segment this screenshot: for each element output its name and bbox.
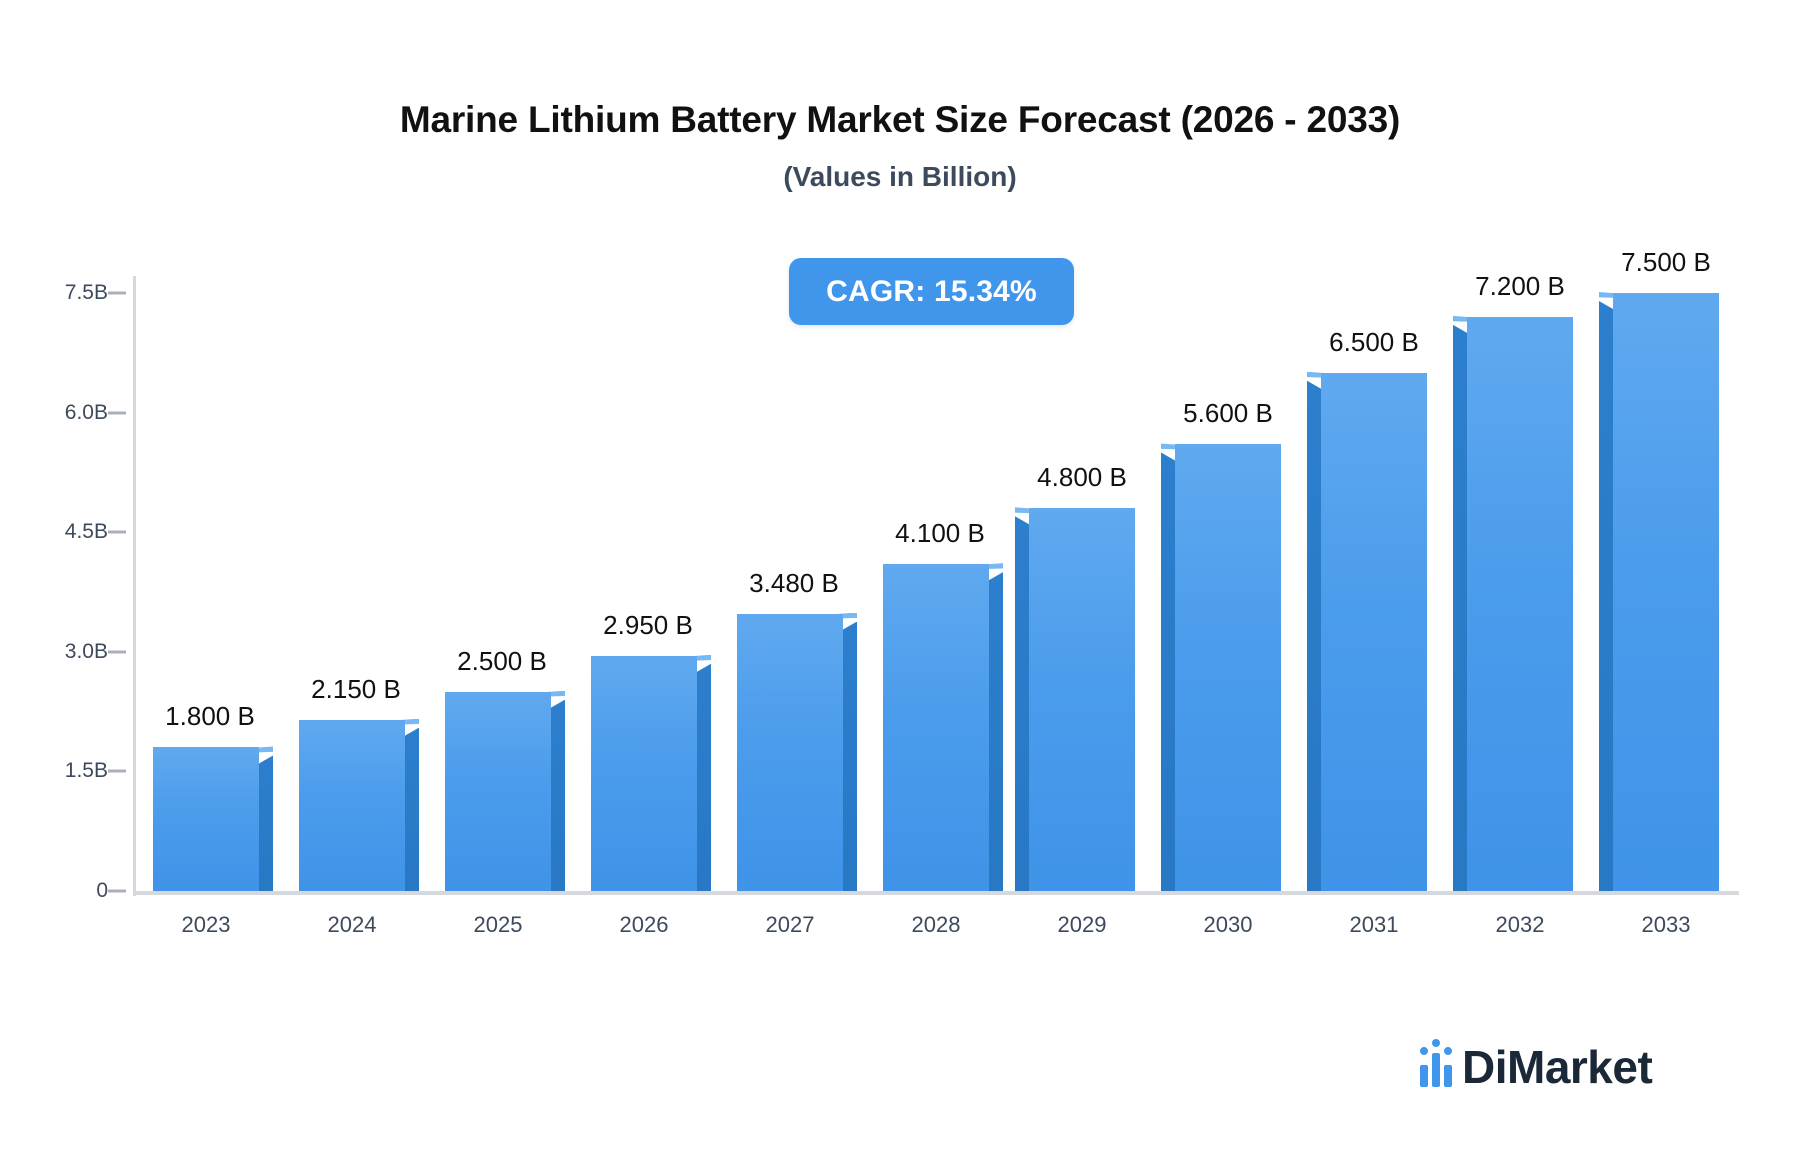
- bar-side-face: [551, 699, 565, 891]
- bar-top-face: [1161, 443, 1281, 453]
- y-axis-tick-mark: [108, 411, 126, 415]
- bar-side-face: [989, 572, 1003, 891]
- logo-bars-icon: [1420, 1039, 1452, 1087]
- bar-top-face: [445, 690, 565, 700]
- bar-value-label: 7.500 B: [1621, 247, 1711, 277]
- x-axis-tick-label: 2033: [1641, 912, 1691, 937]
- logo-text: DiMarket: [1462, 1041, 1653, 1093]
- y-axis-tick-label: 7.5B: [64, 281, 108, 304]
- bar-value-label: 1.800 B: [165, 701, 255, 732]
- bar-front-face: [153, 747, 259, 891]
- bar-top-face: [1453, 315, 1573, 325]
- bar-front-face: [1029, 508, 1135, 891]
- y-axis-tick-mark: [108, 650, 126, 654]
- bar-front-face: [1175, 444, 1281, 891]
- bar-value-label: 7.200 B: [1475, 270, 1565, 301]
- bar-top-face: [1015, 507, 1135, 517]
- bar-top-face: [737, 612, 857, 622]
- bar-front-face: [737, 613, 843, 891]
- bar-side-face: [1453, 324, 1467, 891]
- bar-top-face: [299, 718, 419, 728]
- y-axis-line: [133, 276, 136, 896]
- bar-top-face: [883, 563, 1003, 573]
- x-axis-tick-label: 2026: [619, 912, 669, 937]
- bar-side-face: [405, 727, 419, 891]
- x-axis-tick-label: 2032: [1495, 912, 1545, 937]
- bar-value-label: 4.800 B: [1037, 462, 1127, 493]
- bar-top-face: [1599, 292, 1719, 301]
- y-axis-tick-label: 4.5B: [64, 520, 108, 544]
- x-axis-tick-label: 2025: [473, 912, 523, 937]
- x-axis-tick-label: 2029: [1057, 912, 1107, 937]
- bar-value-label: 2.500 B: [457, 645, 547, 676]
- bar-front-face: [1613, 293, 1719, 891]
- y-axis-tick-label: 6.0B: [64, 400, 108, 424]
- y-axis-tick-mark: [108, 530, 126, 534]
- bar-value-label: 6.500 B: [1329, 326, 1419, 357]
- y-axis-tick-label: 0: [96, 879, 108, 902]
- bar-side-face: [1161, 452, 1175, 891]
- bar-value-label: 4.100 B: [895, 518, 985, 549]
- x-axis-tick-label: 2031: [1349, 912, 1399, 937]
- y-axis-tick-label: 3.0B: [64, 639, 108, 663]
- bar-top-face: [591, 654, 711, 664]
- y-axis-tick-mark: [108, 889, 126, 893]
- bar-value-label: 3.480 B: [749, 567, 839, 598]
- x-axis-line: [133, 891, 1739, 895]
- bar-value-label: 2.150 B: [311, 673, 401, 704]
- x-axis-tick-label: 2028: [911, 912, 961, 937]
- bar-front-face: [591, 655, 697, 891]
- x-axis-tick-label: 2027: [765, 912, 815, 937]
- bar-side-face: [1307, 380, 1321, 891]
- bar-side-face: [1599, 301, 1613, 891]
- bar-top-face: [153, 746, 273, 756]
- bar-front-face: [883, 564, 989, 891]
- bar-top-face: [1307, 371, 1427, 381]
- bar-side-face: [697, 663, 711, 891]
- y-axis-tick-mark: [108, 769, 126, 773]
- x-axis-tick-label: 2030: [1203, 912, 1253, 937]
- cagr-badge-label: CAGR: 15.34%: [826, 274, 1037, 308]
- bar-front-face: [445, 691, 551, 891]
- dimarket-logo: DiMarket: [1420, 1039, 1653, 1094]
- y-axis-tick-label: 1.5B: [64, 759, 108, 783]
- x-axis-tick-label: 2024: [327, 912, 377, 937]
- bar-front-face: [1321, 372, 1427, 891]
- bar-value-label: 5.600 B: [1183, 398, 1273, 429]
- bar-front-face: [1467, 316, 1573, 891]
- bar-front-face: [299, 719, 405, 891]
- bar-side-face: [1015, 516, 1029, 891]
- bar-side-face: [843, 621, 857, 891]
- y-axis-tick-mark: [108, 291, 126, 295]
- bar-side-face: [259, 755, 273, 891]
- x-axis-tick-label: 2023: [181, 912, 231, 937]
- bar-value-label: 2.950 B: [603, 609, 693, 640]
- cagr-badge: CAGR: 15.34%: [789, 258, 1074, 325]
